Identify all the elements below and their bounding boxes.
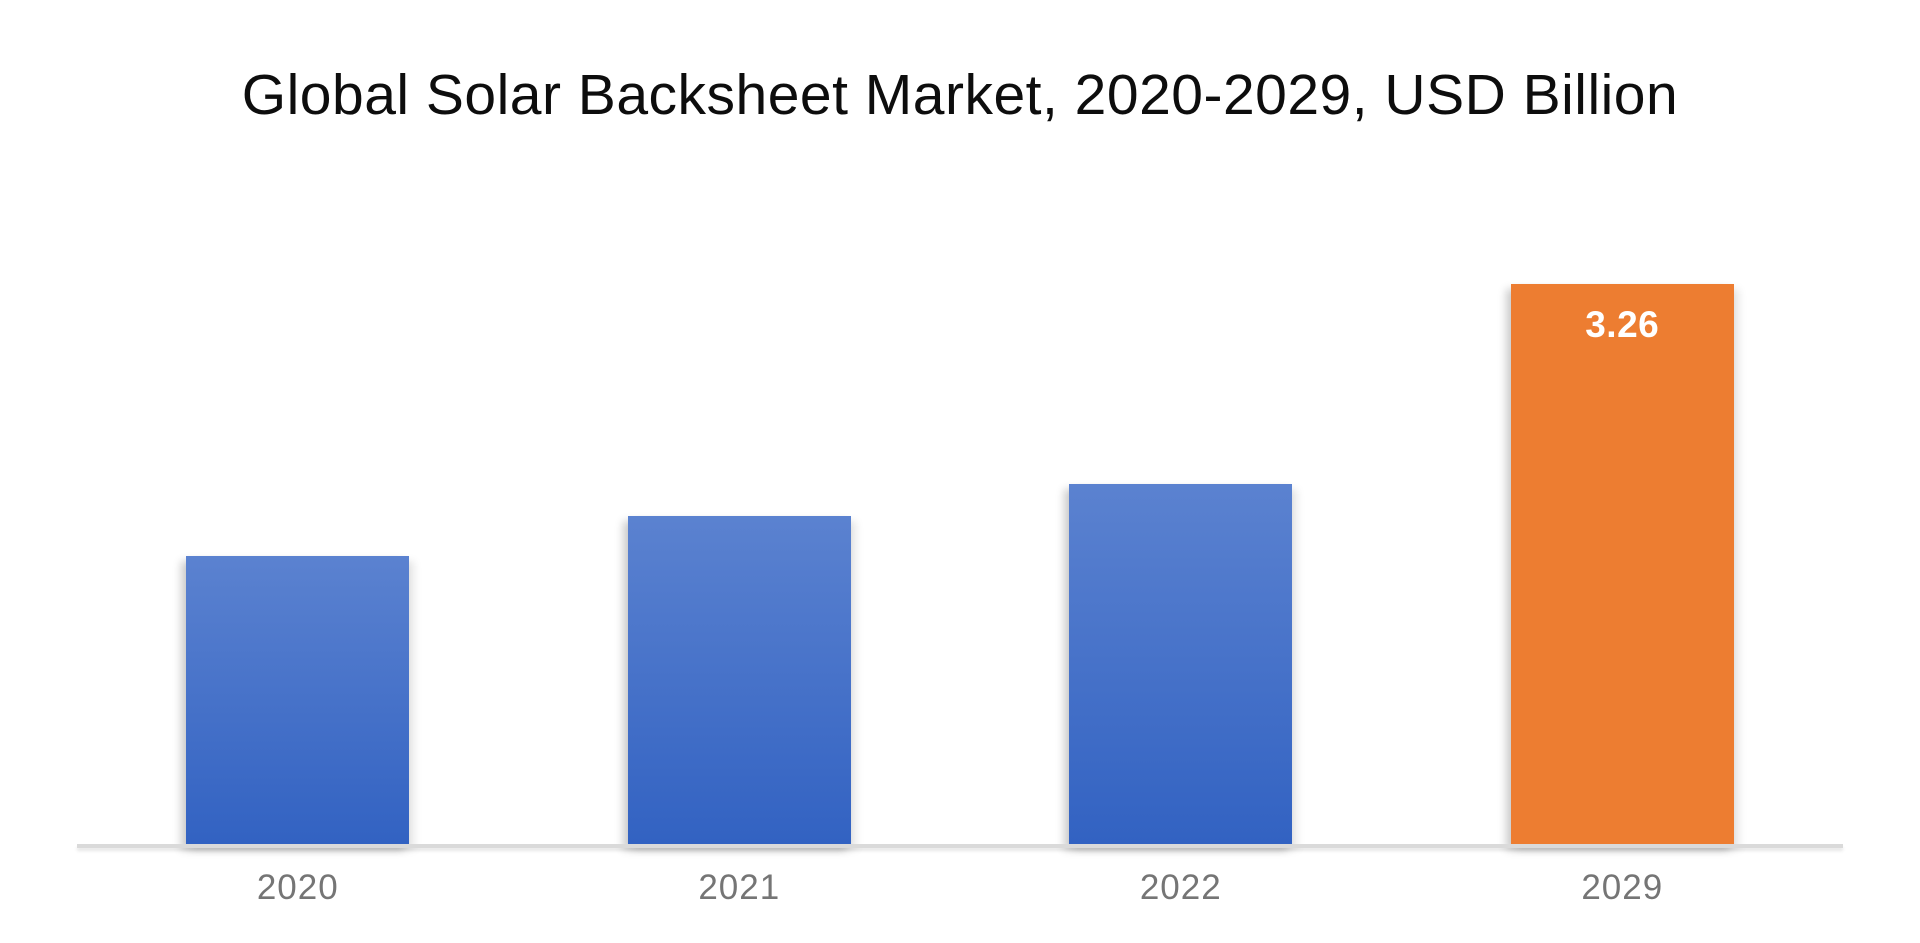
bar-slot-2029: 3.26 [1402,284,1844,845]
bar-slot-2020 [77,284,519,845]
bar-2022 [1069,484,1293,845]
plot-area: 3.26 [77,284,1843,845]
bar-slot-2021 [519,284,961,845]
chart-title: Global Solar Backsheet Market, 2020-2029… [0,58,1920,133]
chart-title-text: Global Solar Backsheet Market, 2020-2029… [241,63,1679,127]
bar-2021 [627,516,851,845]
x-tick-2021: 2021 [698,868,781,907]
x-tick-2029: 2029 [1581,868,1664,907]
x-axis-line [77,844,1843,848]
bar-2020 [186,556,410,845]
x-tick-2022: 2022 [1139,868,1222,907]
bar-slot-2022 [960,284,1402,845]
x-tick-2020: 2020 [256,868,339,907]
x-axis-labels: 2020 2021 2022 2029 [77,868,1843,908]
bar-value-label-2029: 3.26 [1585,304,1660,345]
bar-2029: 3.26 [1510,284,1734,845]
